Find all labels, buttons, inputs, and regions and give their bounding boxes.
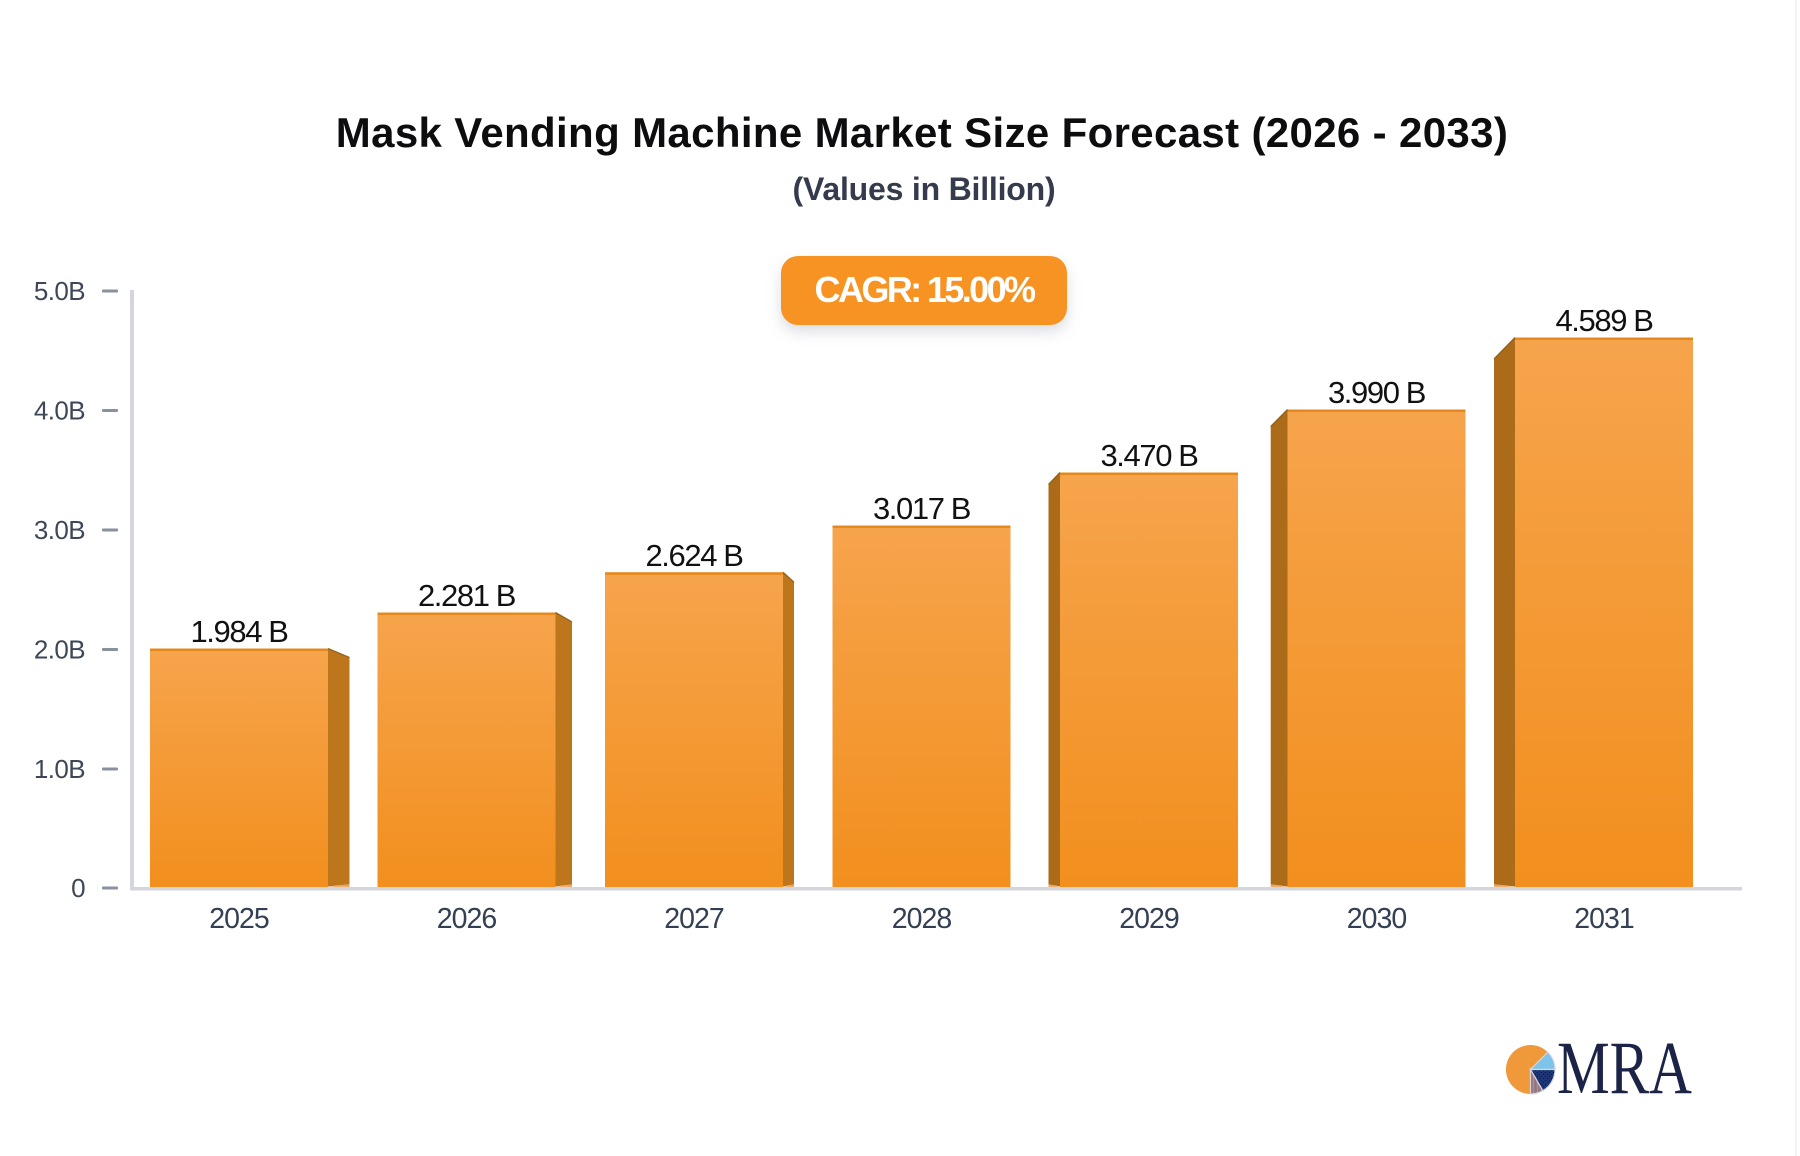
svg-text:2.281 B: 2.281 B — [418, 578, 516, 613]
svg-text:3.0B: 3.0B — [34, 515, 85, 545]
svg-text:4.0B: 4.0B — [34, 396, 85, 426]
svg-text:2.0B: 2.0B — [34, 635, 85, 665]
svg-text:CAGR: 15.00%: CAGR: 15.00% — [815, 269, 1036, 310]
svg-text:3.990 B: 3.990 B — [1328, 375, 1426, 410]
svg-text:2.624 B: 2.624 B — [645, 538, 743, 573]
svg-text:0: 0 — [71, 873, 85, 903]
svg-text:2026: 2026 — [437, 903, 497, 935]
svg-text:2030: 2030 — [1347, 903, 1407, 935]
svg-text:1.0B: 1.0B — [34, 754, 85, 784]
svg-text:2031: 2031 — [1574, 903, 1634, 935]
svg-text:(Values in Billion): (Values in Billion) — [793, 171, 1056, 207]
svg-text:2029: 2029 — [1119, 903, 1179, 935]
svg-text:Mask Vending Machine Market Si: Mask Vending Machine Market Size Forecas… — [336, 109, 1508, 156]
svg-text:3.017 B: 3.017 B — [873, 491, 971, 526]
svg-text:3.470 B: 3.470 B — [1100, 438, 1198, 473]
svg-text:5.0B: 5.0B — [34, 276, 85, 306]
svg-text:MRA: MRA — [1557, 1026, 1692, 1109]
svg-text:2025: 2025 — [209, 903, 269, 935]
svg-text:2028: 2028 — [892, 903, 952, 935]
svg-text:4.589 B: 4.589 B — [1555, 303, 1653, 338]
svg-text:1.984 B: 1.984 B — [190, 614, 288, 649]
svg-text:2027: 2027 — [664, 903, 724, 935]
